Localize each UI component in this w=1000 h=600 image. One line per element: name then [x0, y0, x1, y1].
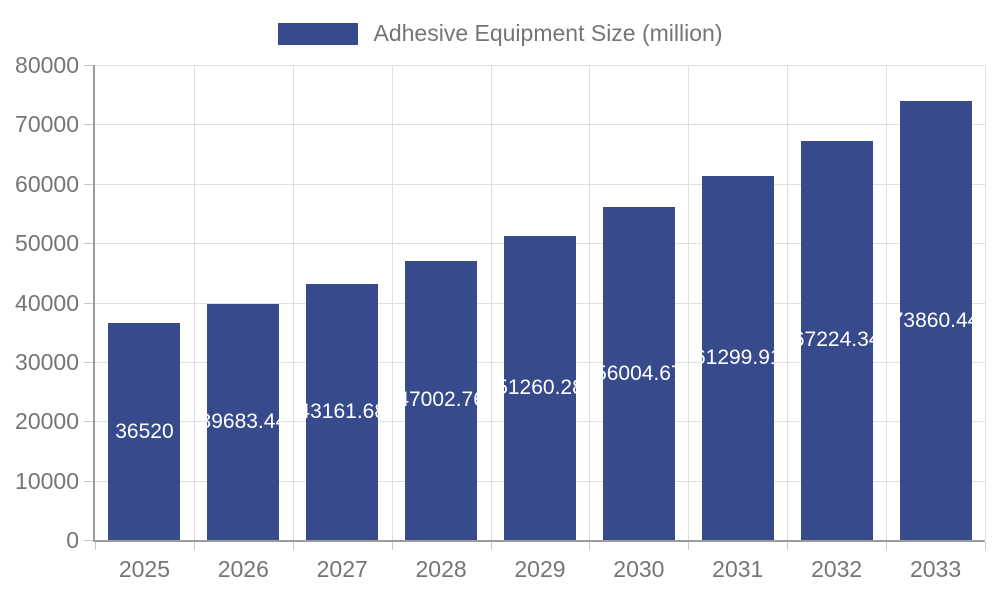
y-tick-label: 80000	[15, 52, 79, 78]
gridline-v	[787, 65, 789, 540]
legend-swatch	[277, 22, 358, 45]
x-axis-tick	[193, 542, 195, 550]
y-tick-label: 70000	[15, 111, 79, 138]
bar-value-label: 73860.44	[900, 308, 972, 332]
y-axis-tick	[84, 65, 93, 66]
x-tick-label: 2027	[316, 556, 368, 582]
bar[interactable]: 36520	[108, 323, 181, 540]
plot-area: 0 10000 20000 30000 40000 50000 60000 70000 8000…	[15, 53, 986, 582]
gridline-v	[292, 65, 294, 540]
y-tick-label: 0	[66, 527, 79, 553]
bar[interactable]: 43161.68	[306, 283, 379, 540]
y-axis-tick	[84, 421, 93, 423]
x-axis-tick	[95, 542, 96, 550]
legend-label: Adhesive Equipment Size (million)	[373, 20, 723, 46]
gridline-h	[95, 65, 985, 66]
bar-value-label: 43161.68	[306, 399, 378, 423]
bar-value-label: 67224.34	[801, 328, 873, 352]
bar-value-label: 47002.76	[405, 388, 477, 412]
bar-value-label: 61299.91	[702, 346, 774, 370]
gridline-v	[490, 65, 492, 540]
x-axis-line	[93, 540, 985, 542]
y-axis-tick	[84, 480, 93, 482]
x-tick-label: 2029	[514, 556, 566, 582]
x-axis-tick	[787, 542, 789, 550]
x-axis-tick	[886, 542, 888, 550]
bar[interactable]: 73860.44	[899, 101, 972, 540]
y-tick-label: 10000	[15, 467, 79, 494]
y-tick-label: 30000	[15, 348, 79, 375]
legend[interactable]: Adhesive Equipment Size (million)	[0, 20, 1000, 47]
gridline-v	[985, 65, 986, 540]
x-axis-tick	[589, 542, 591, 550]
gridline-h	[95, 124, 985, 126]
bar-value-label: 51260.28	[504, 375, 576, 399]
bar-value-label: 56004.67	[603, 361, 675, 385]
gridline-v	[391, 65, 393, 540]
x-tick-label: 2032	[811, 556, 863, 582]
y-axis-tick	[84, 243, 93, 245]
bar[interactable]: 67224.34	[800, 140, 873, 540]
y-axis-tick	[84, 124, 93, 126]
gridline-h	[95, 183, 985, 185]
y-axis-tick	[84, 361, 93, 363]
bar-value-label: 36520	[115, 419, 174, 443]
gridline-v	[688, 65, 690, 540]
gridline-v	[886, 65, 888, 540]
y-tick-label: 60000	[15, 170, 79, 197]
y-tick-label: 20000	[15, 408, 79, 435]
x-tick-label: 2031	[712, 556, 764, 582]
bar[interactable]: 61299.91	[701, 176, 774, 540]
x-tick-label: 2025	[118, 556, 171, 582]
y-axis-tick	[84, 302, 93, 304]
bar[interactable]: 47002.76	[405, 260, 478, 540]
bar-value-label: 39683.44	[207, 410, 279, 434]
y-axis-line	[93, 65, 95, 542]
y-axis-tick	[84, 540, 93, 541]
x-tick-label: 2026	[217, 556, 269, 582]
y-tick-label: 50000	[15, 230, 79, 257]
y-tick-label: 40000	[15, 289, 79, 316]
x-tick-label: 2033	[909, 556, 962, 582]
x-axis-tick	[490, 542, 492, 550]
bar[interactable]: 39683.44	[207, 304, 280, 540]
x-axis-tick	[985, 542, 986, 550]
x-axis-tick	[292, 542, 294, 550]
gridline-v	[193, 65, 195, 540]
y-axis-tick	[84, 183, 93, 185]
bar[interactable]: 56004.67	[602, 207, 675, 540]
x-tick-label: 2028	[415, 556, 467, 582]
x-axis-tick	[688, 542, 690, 550]
bar[interactable]: 51260.28	[504, 235, 576, 540]
gridline-v	[589, 65, 591, 540]
x-tick-label: 2030	[613, 556, 665, 582]
x-axis-tick	[391, 542, 393, 550]
